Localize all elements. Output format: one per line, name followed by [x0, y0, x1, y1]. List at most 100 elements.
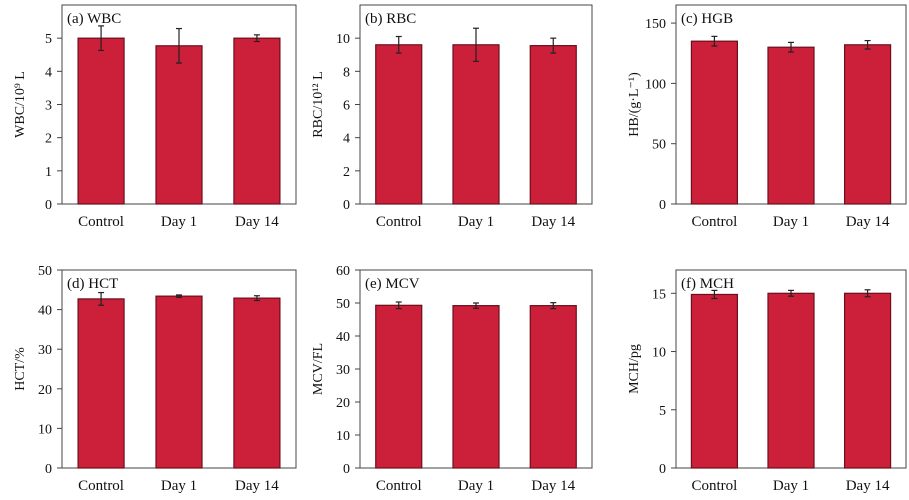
- y-axis-label: HCT/%: [13, 347, 28, 391]
- bar-day-1: [452, 305, 500, 469]
- error-bar: [253, 295, 260, 302]
- x-tick-label: Day 14: [846, 214, 890, 230]
- y-tick-label: 60: [336, 264, 350, 279]
- chart-panel-2: Control Day 1 Day 14 0 2 4 6 8 10 (b) RBC RBC/10¹²…: [311, 4, 593, 230]
- x-tick-label: Day 14: [531, 478, 575, 494]
- y-tick-label: 5: [659, 404, 666, 419]
- y-tick-label: 10: [336, 32, 350, 47]
- error-bar: [98, 291, 105, 306]
- panel-title: (e) MCV: [365, 276, 420, 292]
- chart-panel-6: Control Day 1 Day 14 0 5 10 15 (f) MCH MCH/pg: [627, 269, 907, 494]
- x-tick-label: Day 14: [531, 214, 575, 230]
- y-tick-label: 20: [38, 383, 52, 398]
- x-tick-label: Day 14: [235, 478, 279, 494]
- error-bar: [788, 41, 794, 53]
- error-bar: [550, 302, 557, 310]
- y-tick-label: 40: [336, 330, 350, 345]
- x-tick-label: Control: [78, 214, 124, 230]
- panel-title: (c) HGB: [681, 11, 733, 27]
- y-tick-label: 10: [38, 422, 52, 437]
- error-bar: [550, 37, 557, 54]
- chart-panel-4: Control Day 1 Day 14 0 10 20 30 40 50 (d) HCT HCT/…: [13, 264, 297, 494]
- chart-panel-5: Control Day 1 Day 14 0 10 20 30 40 50 60 (e) MCV MC…: [311, 264, 593, 494]
- panel-title: (b) RBC: [365, 11, 416, 27]
- y-tick-label: 1: [45, 165, 52, 180]
- y-tick-label: 0: [343, 198, 350, 213]
- x-tick-label: Control: [691, 214, 737, 230]
- x-tick-label: Day 1: [161, 478, 197, 494]
- x-tick-label: Control: [78, 478, 124, 494]
- error-bar: [473, 302, 479, 309]
- y-axis-label: WBC/10⁹ L: [13, 71, 28, 138]
- y-tick-label: 50: [336, 297, 350, 312]
- bar-day-1: [767, 292, 815, 469]
- x-tick-label: Day 14: [235, 214, 279, 230]
- x-tick-label: Control: [691, 478, 737, 494]
- bar-control: [690, 40, 739, 205]
- bar-day-14: [529, 45, 577, 205]
- bar-day-14: [233, 297, 281, 469]
- y-tick-label: 50: [652, 138, 666, 153]
- y-tick-label: 30: [336, 363, 350, 378]
- bar-day-1: [155, 295, 203, 469]
- bar-control: [77, 37, 125, 205]
- x-tick-label: Day 14: [846, 478, 890, 494]
- y-axis-label: MCH/pg: [627, 344, 642, 394]
- bar-control: [375, 304, 423, 469]
- bar-day-1: [767, 46, 815, 205]
- y-tick-label: 8: [343, 65, 350, 80]
- x-tick-label: Control: [376, 214, 422, 230]
- error-bar: [864, 39, 871, 50]
- y-tick-label: 2: [343, 165, 350, 180]
- error-bar: [864, 289, 871, 298]
- error-bar: [473, 27, 479, 62]
- y-tick-label: 0: [45, 198, 52, 213]
- panel-title: (f) MCH: [681, 276, 734, 292]
- y-tick-label: 3: [45, 99, 52, 114]
- y-axis-label: MCV/FL: [311, 343, 326, 395]
- y-tick-label: 6: [343, 99, 350, 114]
- bar-day-14: [233, 37, 281, 205]
- error-bar: [176, 294, 182, 298]
- error-bar: [395, 301, 402, 310]
- chart-panel-3: Control Day 1 Day 14 0 50 100 150 (c) HGB HB/(g·…: [627, 4, 907, 230]
- y-tick-label: 10: [652, 346, 666, 361]
- bar-control: [77, 298, 125, 469]
- y-tick-label: 0: [659, 462, 666, 477]
- bar-day-1: [452, 44, 500, 205]
- bar-day-14: [843, 44, 892, 205]
- y-tick-label: 0: [45, 462, 52, 477]
- x-tick-label: Day 1: [773, 214, 809, 230]
- panel-title: (d) HCT: [67, 276, 118, 292]
- y-tick-label: 0: [343, 462, 350, 477]
- y-tick-label: 20: [336, 396, 350, 411]
- x-tick-label: Day 1: [161, 214, 197, 230]
- y-axis-label: HB/(g·L⁻¹): [627, 72, 642, 137]
- x-tick-label: Control: [376, 478, 422, 494]
- y-axis-label: RBC/10¹² L: [311, 71, 326, 137]
- y-tick-label: 4: [45, 65, 52, 80]
- y-tick-label: 150: [645, 17, 666, 32]
- bar-day-14: [843, 292, 892, 469]
- y-tick-label: 40: [38, 304, 52, 319]
- x-tick-label: Day 1: [458, 214, 494, 230]
- y-tick-label: 30: [38, 343, 52, 358]
- error-bar: [711, 35, 718, 47]
- error-bar: [176, 27, 182, 64]
- error-bar: [253, 34, 260, 43]
- error-bar: [711, 289, 718, 300]
- bar-day-14: [529, 305, 577, 469]
- chart-panel-1: Control Day 1 Day 14 0 1 2 3 4 5 (a) WBC WBC/10⁹ L: [13, 4, 297, 230]
- y-tick-label: 100: [645, 77, 666, 92]
- bar-control: [375, 44, 423, 205]
- y-tick-label: 15: [652, 287, 666, 302]
- panel-title: (a) WBC: [67, 11, 121, 27]
- y-tick-label: 4: [343, 132, 350, 147]
- y-tick-label: 5: [45, 32, 52, 47]
- y-tick-label: 10: [336, 429, 350, 444]
- bar-day-1: [155, 45, 203, 205]
- error-bar: [788, 289, 794, 297]
- x-tick-label: Day 1: [773, 478, 809, 494]
- x-tick-label: Day 1: [458, 478, 494, 494]
